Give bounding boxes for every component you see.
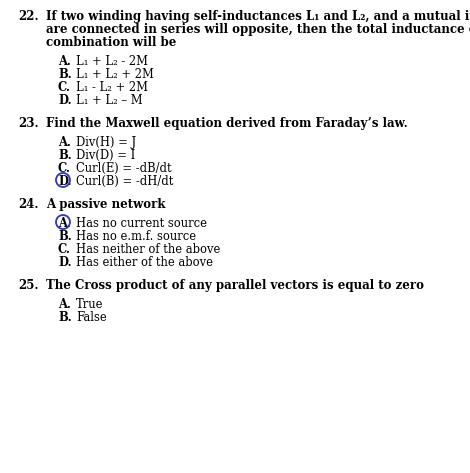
Text: B.: B. [58,68,71,81]
Text: A.: A. [58,217,71,230]
Text: L₁ + L₂ – M: L₁ + L₂ – M [76,94,142,107]
Text: are connected in series will opposite, then the total inductance of ser…: are connected in series will opposite, t… [46,23,470,36]
Text: L₁ + L₂ - 2M: L₁ + L₂ - 2M [76,55,148,68]
Text: D.: D. [58,94,71,107]
Text: C.: C. [58,81,71,94]
Text: True: True [76,298,103,311]
Text: Div(H) = J: Div(H) = J [76,136,136,149]
Text: 23.: 23. [18,117,39,130]
Text: combination will be: combination will be [46,36,176,49]
Text: L₁ - L₂ + 2M: L₁ - L₂ + 2M [76,81,148,94]
Text: False: False [76,311,107,324]
Text: Has no current source: Has no current source [76,217,207,230]
Text: Has no e.m.f. source: Has no e.m.f. source [76,230,196,243]
Text: The Cross product of any parallel vectors is equal to zero: The Cross product of any parallel vector… [46,279,424,292]
Text: B.: B. [58,149,71,162]
Text: Has either of the above: Has either of the above [76,256,213,269]
Text: C.: C. [58,243,71,256]
Text: 25.: 25. [18,279,39,292]
Text: C.: C. [58,162,71,175]
Text: 22.: 22. [18,10,39,23]
Text: Find the Maxwell equation derived from Faraday’s law.: Find the Maxwell equation derived from F… [46,117,408,130]
Text: Div(D) = I: Div(D) = I [76,149,135,162]
Text: A.: A. [58,298,71,311]
Text: B.: B. [58,230,71,243]
Text: Curl(E) = -dB/dt: Curl(E) = -dB/dt [76,162,172,175]
Text: D.: D. [58,175,71,188]
Text: A.: A. [58,55,71,68]
Text: B.: B. [58,311,71,324]
Text: Curl(B) = -dH/dt: Curl(B) = -dH/dt [76,175,173,188]
Text: If two winding having self-inductances L₁ and L₂, and a mutual ind…: If two winding having self-inductances L… [46,10,470,23]
Text: 24.: 24. [18,198,39,211]
Text: A.: A. [58,136,71,149]
Text: A passive network: A passive network [46,198,165,211]
Text: Has neither of the above: Has neither of the above [76,243,220,256]
Text: D.: D. [58,256,71,269]
Text: L₁ + L₂ + 2M: L₁ + L₂ + 2M [76,68,154,81]
